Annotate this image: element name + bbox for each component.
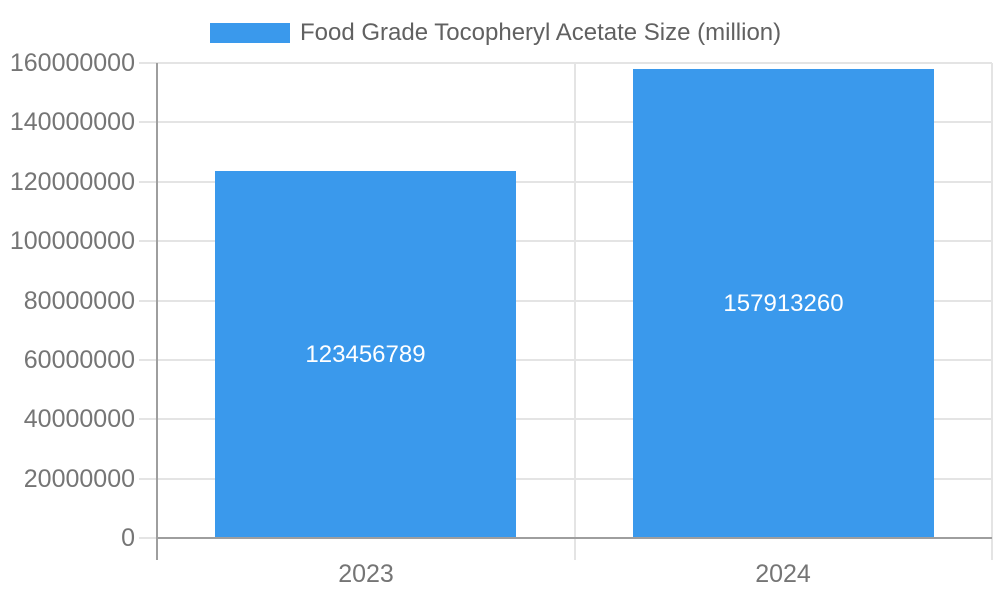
x-gridline — [574, 63, 576, 560]
y-axis-line — [156, 63, 158, 560]
bar-value-label: 157913260 — [723, 290, 844, 317]
y-tick-mark — [139, 240, 157, 242]
y-tick-mark — [139, 418, 157, 420]
y-tick-mark — [139, 478, 157, 480]
y-tick-mark — [139, 181, 157, 183]
y-tick-mark — [139, 62, 157, 64]
y-tick-label: 40000000 — [23, 405, 135, 433]
bar[interactable] — [215, 171, 516, 538]
y-tick-mark — [139, 537, 157, 539]
y-tick-label: 140000000 — [9, 108, 135, 136]
y-tick-label: 60000000 — [23, 346, 135, 374]
x-axis-line — [157, 537, 992, 539]
y-tick-mark — [139, 359, 157, 361]
x-gridline — [991, 63, 993, 560]
y-tick-label: 120000000 — [9, 168, 135, 196]
x-tick-label: 2023 — [338, 560, 394, 588]
x-tick-label: 2024 — [755, 560, 811, 588]
y-tick-mark — [139, 300, 157, 302]
bar[interactable] — [633, 69, 934, 538]
y-tick-mark — [139, 121, 157, 123]
y-tick-label: 20000000 — [23, 465, 135, 493]
legend-label: Food Grade Tocopheryl Acetate Size (mill… — [300, 19, 782, 46]
legend-swatch — [210, 23, 290, 43]
y-tick-label: 160000000 — [9, 49, 135, 77]
bar-value-label: 123456789 — [305, 341, 426, 368]
y-tick-label: 0 — [121, 524, 135, 552]
y-tick-label: 100000000 — [9, 227, 135, 255]
y-tick-label: 80000000 — [23, 287, 135, 315]
